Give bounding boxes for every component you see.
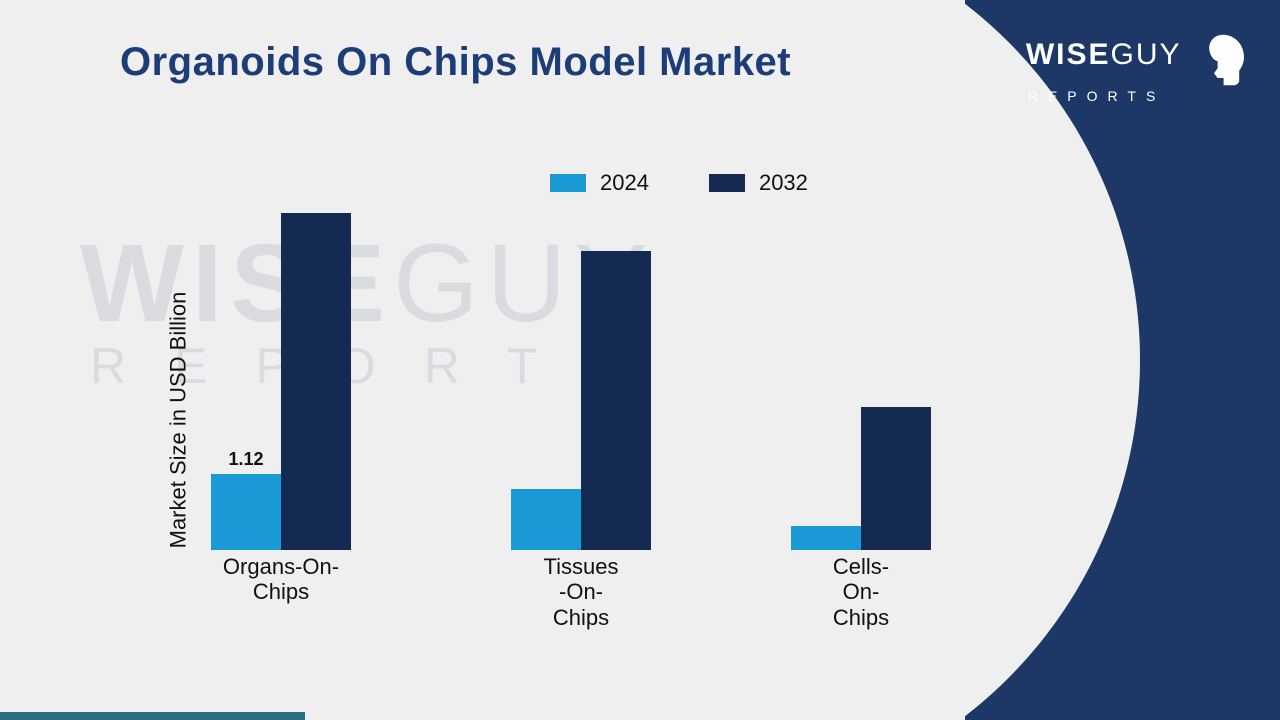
category-label: Tissues-On-Chips: [496, 554, 666, 630]
legend: 2024 2032: [550, 170, 808, 196]
legend-swatch-2032: [709, 174, 745, 192]
logo-guy: GUY: [1111, 38, 1182, 71]
bar-2032: [581, 251, 651, 550]
category-label: Cells-On-Chips: [776, 554, 946, 630]
legend-item-2032: 2032: [709, 170, 808, 196]
chart-title: Organoids On Chips Model Market: [120, 40, 791, 85]
legend-label-2024: 2024: [600, 170, 649, 196]
logo-reports: REPORTS: [1026, 88, 1250, 104]
bar-2024: [791, 526, 861, 550]
legend-label-2032: 2032: [759, 170, 808, 196]
bar-2032: [861, 407, 931, 550]
plot-area: 1.12Organs-On-ChipsTissues-On-ChipsCells…: [150, 210, 950, 590]
brand-logo: WISEGUY REPORTS: [1026, 30, 1250, 104]
bar-chart: Market Size in USD Billion 1.12Organs-On…: [110, 210, 950, 630]
bar-2024: [511, 489, 581, 550]
bar-2032: [281, 213, 351, 550]
legend-swatch-2024: [550, 174, 586, 192]
bar-value-label: 1.12: [211, 449, 281, 470]
bottom-accent-bar: [0, 712, 305, 720]
legend-item-2024: 2024: [550, 170, 649, 196]
head-icon: [1190, 30, 1250, 90]
bar-2024: [211, 474, 281, 550]
logo-wise: WISE: [1026, 38, 1111, 71]
infographic-stage: WISEGUY REPORTS Organoids On Chips Model…: [0, 0, 1280, 720]
category-label: Organs-On-Chips: [196, 554, 366, 605]
